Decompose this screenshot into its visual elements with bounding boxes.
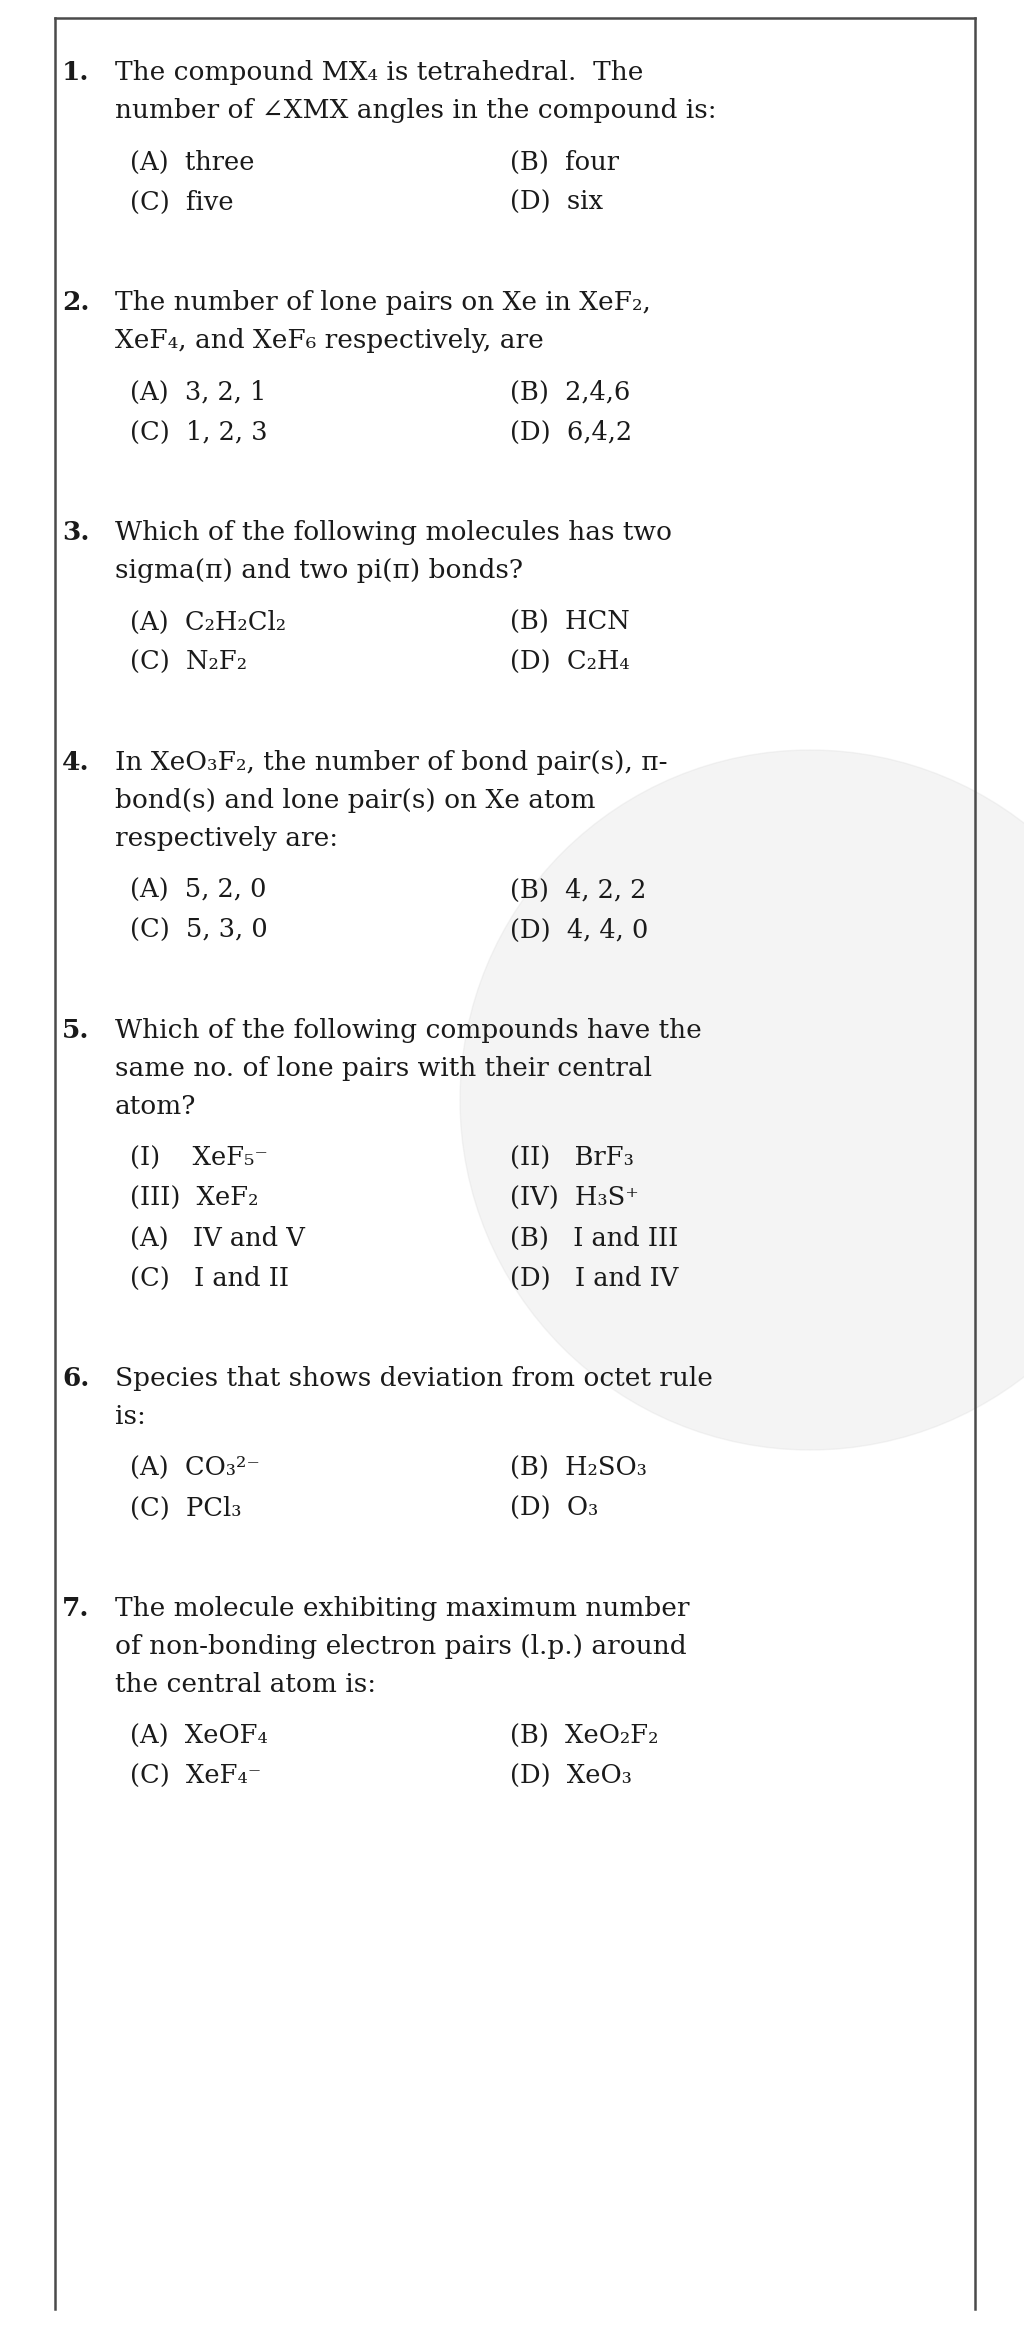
Text: (A)  5, 2, 0: (A) 5, 2, 0 bbox=[130, 877, 266, 903]
Text: (B)  HCN: (B) HCN bbox=[510, 610, 630, 634]
Text: bond(s) and lone pair(s) on Xe atom: bond(s) and lone pair(s) on Xe atom bbox=[115, 788, 596, 814]
Text: The number of lone pairs on Xe in XeF₂,: The number of lone pairs on Xe in XeF₂, bbox=[115, 290, 651, 316]
Text: Species that shows deviation from octet rule: Species that shows deviation from octet … bbox=[115, 1366, 713, 1392]
Text: 4.: 4. bbox=[62, 751, 90, 774]
Text: The compound MX₄ is tetrahedral.  The: The compound MX₄ is tetrahedral. The bbox=[115, 61, 643, 84]
Text: (A)  3, 2, 1: (A) 3, 2, 1 bbox=[130, 379, 266, 405]
Text: (I)    XeF₅⁻: (I) XeF₅⁻ bbox=[130, 1146, 268, 1172]
Circle shape bbox=[460, 751, 1024, 1450]
Text: Which of the following molecules has two: Which of the following molecules has two bbox=[115, 519, 672, 545]
Text: (A)  C₂H₂Cl₂: (A) C₂H₂Cl₂ bbox=[130, 610, 286, 634]
Text: (D)   I and IV: (D) I and IV bbox=[510, 1265, 678, 1291]
Text: 2.: 2. bbox=[62, 290, 89, 316]
Text: (A)  CO₃²⁻: (A) CO₃²⁻ bbox=[130, 1455, 260, 1481]
Text: (A)   IV and V: (A) IV and V bbox=[130, 1226, 305, 1251]
Text: (C)  5, 3, 0: (C) 5, 3, 0 bbox=[130, 917, 267, 943]
Text: is:: is: bbox=[115, 1403, 145, 1429]
Text: (C)  1, 2, 3: (C) 1, 2, 3 bbox=[130, 421, 267, 444]
Text: (B)  H₂SO₃: (B) H₂SO₃ bbox=[510, 1455, 647, 1481]
Text: (B)  four: (B) four bbox=[510, 150, 618, 175]
Text: (D)  6,4,2: (D) 6,4,2 bbox=[510, 421, 632, 444]
Text: (D)  six: (D) six bbox=[510, 189, 603, 215]
Text: of non-bonding electron pairs (l.p.) around: of non-bonding electron pairs (l.p.) aro… bbox=[115, 1635, 687, 1658]
Text: 1.: 1. bbox=[62, 61, 89, 84]
Text: (A)  XeOF₄: (A) XeOF₄ bbox=[130, 1724, 267, 1750]
Text: Which of the following compounds have the: Which of the following compounds have th… bbox=[115, 1017, 701, 1043]
Text: (D)  C₂H₄: (D) C₂H₄ bbox=[510, 650, 630, 676]
Text: (B)  4, 2, 2: (B) 4, 2, 2 bbox=[510, 877, 646, 903]
Text: (II)   BrF₃: (II) BrF₃ bbox=[510, 1146, 634, 1172]
Text: In XeO₃F₂, the number of bond pair(s), π-: In XeO₃F₂, the number of bond pair(s), π… bbox=[115, 751, 668, 774]
Text: (C)  PCl₃: (C) PCl₃ bbox=[130, 1497, 242, 1520]
Text: the central atom is:: the central atom is: bbox=[115, 1672, 376, 1698]
Text: 6.: 6. bbox=[62, 1366, 89, 1392]
Text: same no. of lone pairs with their central: same no. of lone pairs with their centra… bbox=[115, 1055, 652, 1081]
Text: (D)  XeO₃: (D) XeO₃ bbox=[510, 1764, 632, 1789]
Text: (III)  XeF₂: (III) XeF₂ bbox=[130, 1186, 258, 1212]
Text: 7.: 7. bbox=[62, 1595, 89, 1621]
Text: atom?: atom? bbox=[115, 1095, 197, 1118]
Text: (C)  XeF₄⁻: (C) XeF₄⁻ bbox=[130, 1764, 261, 1789]
Text: The molecule exhibiting maximum number: The molecule exhibiting maximum number bbox=[115, 1595, 689, 1621]
Text: (B)  2,4,6: (B) 2,4,6 bbox=[510, 379, 631, 405]
Text: (C)  N₂F₂: (C) N₂F₂ bbox=[130, 650, 247, 676]
Text: (IV)  H₃S⁺: (IV) H₃S⁺ bbox=[510, 1186, 639, 1212]
Text: number of ∠XMX angles in the compound is:: number of ∠XMX angles in the compound is… bbox=[115, 98, 717, 124]
Text: (C)   I and II: (C) I and II bbox=[130, 1265, 289, 1291]
Text: (D)  4, 4, 0: (D) 4, 4, 0 bbox=[510, 917, 648, 943]
Text: (C)  five: (C) five bbox=[130, 189, 233, 215]
Text: (A)  three: (A) three bbox=[130, 150, 255, 175]
Text: XeF₄, and XeF₆ respectively, are: XeF₄, and XeF₆ respectively, are bbox=[115, 327, 544, 353]
Text: 5.: 5. bbox=[62, 1017, 89, 1043]
Text: 3.: 3. bbox=[62, 519, 89, 545]
Text: sigma(π) and two pi(π) bonds?: sigma(π) and two pi(π) bonds? bbox=[115, 559, 523, 582]
Text: (B)  XeO₂F₂: (B) XeO₂F₂ bbox=[510, 1724, 658, 1750]
Text: (B)   I and III: (B) I and III bbox=[510, 1226, 678, 1251]
Text: (D)  O₃: (D) O₃ bbox=[510, 1497, 598, 1520]
Text: respectively are:: respectively are: bbox=[115, 826, 338, 851]
